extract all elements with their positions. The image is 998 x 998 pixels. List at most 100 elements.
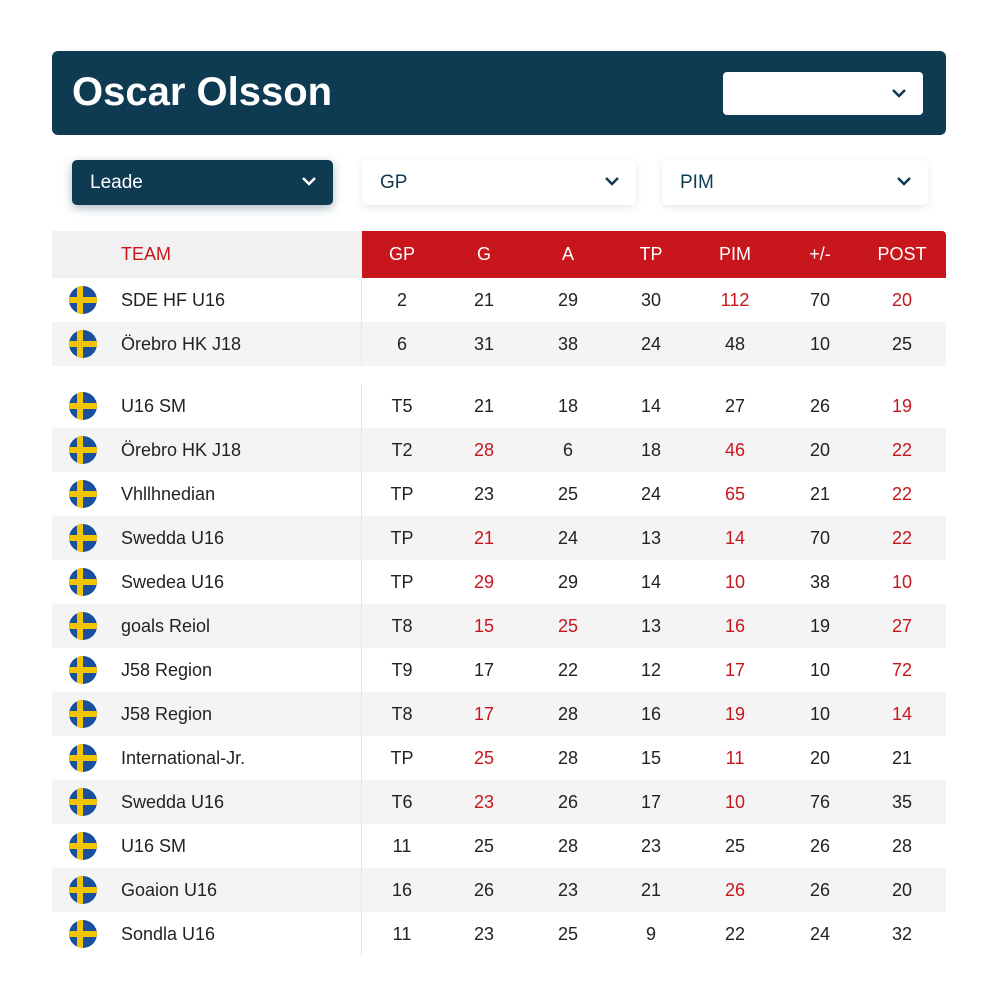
divider — [361, 428, 362, 472]
stat-cell: 21 — [473, 290, 495, 310]
table-row — [52, 736, 946, 780]
table-row — [52, 278, 946, 322]
table-row — [52, 912, 946, 956]
stat-cell: 10 — [809, 704, 831, 724]
team-name: Örebro HK J18 — [121, 440, 242, 460]
stat-cell: T9 — [391, 660, 413, 680]
table-row — [52, 692, 946, 736]
stat-cell: 10 — [724, 792, 746, 812]
stat-cell: 21 — [640, 880, 662, 900]
stat-cell: 20 — [891, 290, 913, 310]
header-bg — [52, 231, 362, 278]
stat-cell: 25 — [891, 334, 913, 354]
stat-cell: 25 — [557, 484, 579, 504]
stat-cell: 21 — [891, 748, 913, 768]
stat-cell: 48 — [724, 334, 746, 354]
stat-cell: T2 — [391, 440, 413, 460]
flag — [69, 480, 97, 508]
stat-cell: 23 — [473, 484, 495, 504]
stat-cell: 22 — [557, 660, 579, 680]
stat-cell: TP — [390, 748, 414, 768]
stat-cell: 15 — [640, 748, 662, 768]
gp-filter[interactable]: GP — [362, 160, 636, 205]
stat-cell: T8 — [391, 704, 413, 724]
stat-cell: 22 — [891, 528, 913, 548]
table-row — [52, 604, 946, 648]
divider — [361, 278, 362, 322]
stat-cell: 21 — [809, 484, 831, 504]
stat-cell: 29 — [473, 572, 495, 592]
stat-cell: 26 — [557, 792, 579, 812]
stat-cell: 10 — [724, 572, 746, 592]
chevron — [892, 89, 906, 98]
stat-cell: 19 — [891, 396, 913, 416]
season-select[interactable] — [723, 72, 923, 115]
stat-cell: TP — [390, 528, 414, 548]
column-header: A — [561, 244, 574, 264]
stat-cell: 70 — [809, 528, 831, 548]
team-name: International-Jr. — [121, 748, 246, 768]
stat-cell: 22 — [724, 924, 746, 944]
team-name: Goaion U16 — [121, 880, 218, 900]
divider — [361, 648, 362, 692]
flag — [69, 700, 97, 728]
stat-cell: 76 — [809, 792, 831, 812]
stat-cell: 17 — [724, 660, 746, 680]
stat-cell: 11 — [392, 924, 412, 944]
team-name: goals Reiol — [121, 616, 211, 636]
stat-cell: 25 — [557, 616, 579, 636]
divider — [361, 560, 362, 604]
stat-cell: 9 — [645, 924, 656, 944]
column-header: +/- — [809, 244, 831, 264]
stat-cell: 28 — [557, 836, 579, 856]
pim-filter[interactable]: PIM — [662, 160, 928, 205]
stat-cell: T6 — [391, 792, 413, 812]
stat-cell: 27 — [724, 396, 746, 416]
stat-cell: 46 — [724, 440, 746, 460]
team-name: U16 SM — [121, 836, 187, 856]
stat-cell: 32 — [891, 924, 913, 944]
flag — [69, 656, 97, 684]
stat-cell: 25 — [473, 836, 495, 856]
divider — [361, 384, 362, 428]
stat-cell: 12 — [640, 660, 662, 680]
column-header: POST — [877, 244, 927, 264]
table-row — [52, 472, 946, 516]
divider — [361, 868, 362, 912]
team-name: Vhllhnedian — [121, 484, 216, 504]
stat-cell: 112 — [720, 290, 750, 310]
stat-cell: 26 — [809, 396, 831, 416]
column-header: TP — [639, 244, 663, 264]
stat-cell: 14 — [891, 704, 913, 724]
stat-cell: 15 — [473, 616, 495, 636]
divider — [361, 824, 362, 868]
team-name: Örebro HK J18 — [121, 334, 242, 354]
stat-cell: 21 — [473, 528, 495, 548]
header-bg — [362, 231, 946, 278]
stat-cell: 6 — [562, 440, 573, 460]
chevron — [605, 177, 619, 186]
stat-cell: 28 — [891, 836, 913, 856]
stat-cell: 20 — [809, 440, 831, 460]
stat-cell: 29 — [557, 572, 579, 592]
flag — [69, 788, 97, 816]
flag — [69, 876, 97, 904]
stat-cell: 31 — [473, 334, 495, 354]
divider — [361, 912, 362, 956]
stat-cell: 25 — [473, 748, 495, 768]
stat-cell: 6 — [396, 334, 407, 354]
table-row — [52, 322, 946, 366]
team-name: J58 Region — [121, 660, 213, 680]
table-row — [52, 648, 946, 692]
stat-cell: 14 — [724, 528, 746, 548]
stat-cell: 27 — [891, 616, 913, 636]
stat-cell: 23 — [557, 880, 579, 900]
stat-cell: 23 — [640, 836, 662, 856]
league-filter[interactable]: Leade — [72, 160, 333, 205]
stat-cell: 2 — [396, 290, 407, 310]
divider — [361, 604, 362, 648]
divider — [361, 322, 362, 366]
stat-cell: 26 — [724, 880, 746, 900]
team-name: Sondla U16 — [121, 924, 216, 944]
table-row — [52, 560, 946, 604]
